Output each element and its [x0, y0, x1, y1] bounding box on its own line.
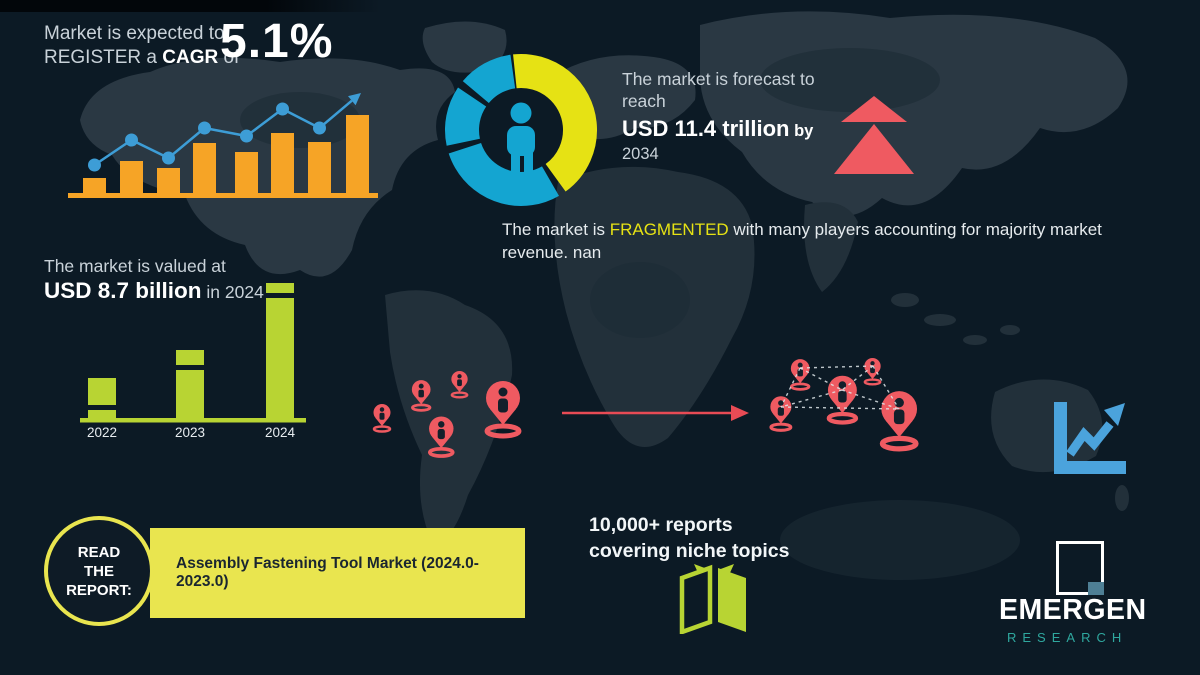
top-edge-strip	[0, 0, 380, 12]
bar	[120, 161, 143, 195]
data-point	[240, 129, 253, 143]
network-link	[780, 367, 801, 408]
data-point	[125, 133, 138, 147]
reports-count-block: 10,000+ reports covering niche topics	[589, 512, 789, 564]
tick-label: 2022	[87, 425, 117, 440]
data-point	[88, 158, 101, 172]
bar	[271, 133, 294, 195]
cta-line3: REPORT:	[66, 581, 132, 599]
forecast-value: USD 11.4 trillion by	[622, 116, 814, 141]
bar	[193, 143, 216, 195]
bar	[157, 168, 180, 195]
x-axis	[68, 193, 378, 198]
network-link	[841, 389, 900, 410]
tick-label: 2024	[265, 425, 296, 440]
logo-corner-accent	[1088, 582, 1104, 595]
bar-stripe	[266, 293, 294, 298]
bar	[88, 378, 116, 420]
cta-line1: READ	[77, 543, 121, 561]
forecast-line2: reach	[622, 91, 666, 111]
network-link	[841, 365, 874, 391]
reports-line2: covering niche topics	[589, 540, 790, 562]
valuation-line1: The market is valued at	[44, 256, 226, 276]
data-point	[198, 121, 211, 135]
market-share-donut-chart	[445, 54, 598, 206]
read-report-button[interactable]: READ THE REPORT:	[44, 516, 154, 626]
data-point	[162, 151, 175, 165]
donut-segment	[445, 54, 597, 206]
logo-title: EMERGEN	[999, 594, 1147, 626]
growth-up-arrows-icon	[834, 96, 914, 174]
cagr-headline: Market is expected to REGISTER a CAGR of	[44, 22, 239, 70]
report-title: Assembly Fastening Tool Market (2024.0-2…	[176, 555, 479, 590]
valuation-block: The market is valued at USD 8.7 billion …	[44, 255, 264, 304]
network-link	[780, 406, 900, 410]
tick-label: 2023	[175, 425, 205, 440]
cagr-bar-line-chart	[68, 93, 378, 198]
cagr-abbrev: CAGR	[162, 47, 219, 68]
trend-line	[93, 99, 353, 167]
person-icon	[507, 102, 535, 174]
network-link	[872, 365, 900, 410]
fragmentation-statement: The market is FRAGMENTED with many playe…	[502, 219, 1162, 264]
bar	[176, 350, 204, 420]
network-link	[799, 365, 874, 369]
valuation-bar-chart: 2022 2023 2024	[80, 283, 306, 440]
network-link	[799, 367, 843, 391]
line-chart-icon	[1054, 402, 1126, 474]
reports-line1: 10,000+ reports	[589, 514, 733, 536]
bar	[266, 283, 294, 420]
cta-line2: THE	[84, 562, 114, 580]
bar	[83, 178, 106, 195]
trend-arrowhead	[348, 93, 361, 106]
forecast-line1: The market is forecast to	[622, 69, 815, 89]
bar-stripe	[88, 405, 116, 410]
fragmented-highlight: FRAGMENTED	[609, 220, 729, 239]
donut-segment	[445, 54, 598, 206]
logo-mark	[1056, 541, 1104, 595]
cagr-headline-line2: REGISTER a CAGR of	[44, 47, 240, 68]
bar	[235, 152, 258, 195]
donut-segment	[445, 54, 597, 206]
logo-subtitle: RESEARCH	[1007, 630, 1128, 645]
bar-stripe	[176, 365, 204, 370]
bar	[308, 142, 331, 195]
bar	[346, 115, 369, 195]
cagr-value: 5.1%	[220, 15, 334, 68]
fragmentation-line2: revenue. nan	[502, 242, 602, 262]
forecast-year: 2034	[622, 145, 659, 163]
x-axis	[80, 418, 306, 423]
flow-arrow-icon	[562, 405, 749, 421]
donut-segment	[445, 54, 597, 206]
data-point	[313, 121, 326, 135]
cagr-headline-line1: Market is expected to	[44, 23, 225, 44]
open-book-icon	[679, 564, 746, 634]
network-link	[780, 389, 843, 408]
forecast-block: The market is forecast to reach USD 11.4…	[622, 68, 815, 164]
data-point	[276, 102, 289, 116]
report-title-banner[interactable]: Assembly Fastening Tool Market (2024.0-2…	[150, 528, 525, 618]
valuation-value: USD 8.7 billion in 2024	[44, 278, 264, 303]
network-links	[780, 365, 900, 410]
